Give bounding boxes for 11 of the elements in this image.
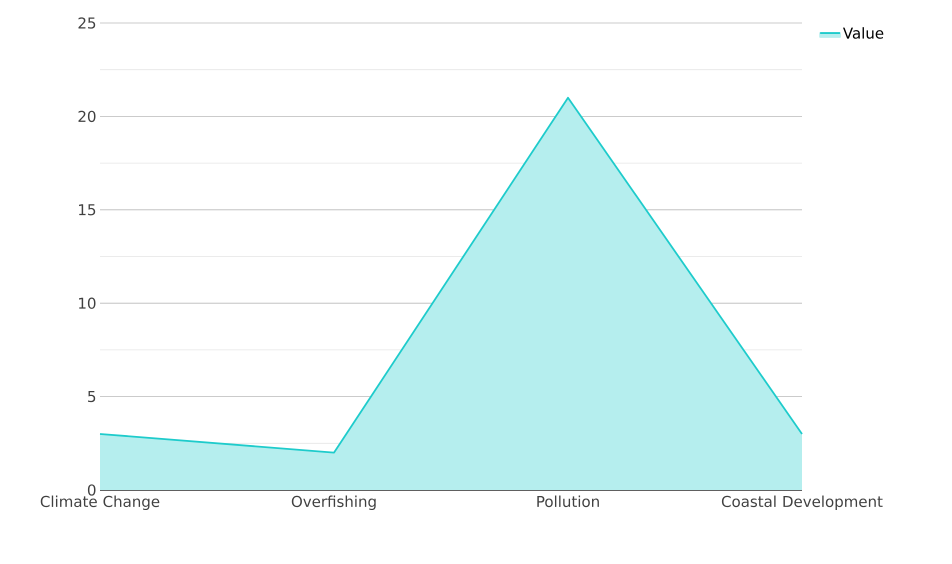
x-tick-label: Overfishing: [292, 496, 376, 510]
x-tick-label: Climate Change: [40, 496, 160, 510]
x-tick-label: Pollution: [537, 496, 599, 508]
legend-label: Value: [842, 27, 884, 39]
y-tick-label: 0: [88, 484, 96, 496]
y-tick-label: 5: [88, 391, 96, 402]
y-tick-label: 20: [78, 110, 96, 122]
x-tick-label: Coastal Development: [722, 496, 883, 510]
y-tick-label: 10: [79, 298, 96, 309]
y-tick-label: 15: [79, 204, 96, 216]
y-tick-label: 25: [78, 17, 96, 29]
